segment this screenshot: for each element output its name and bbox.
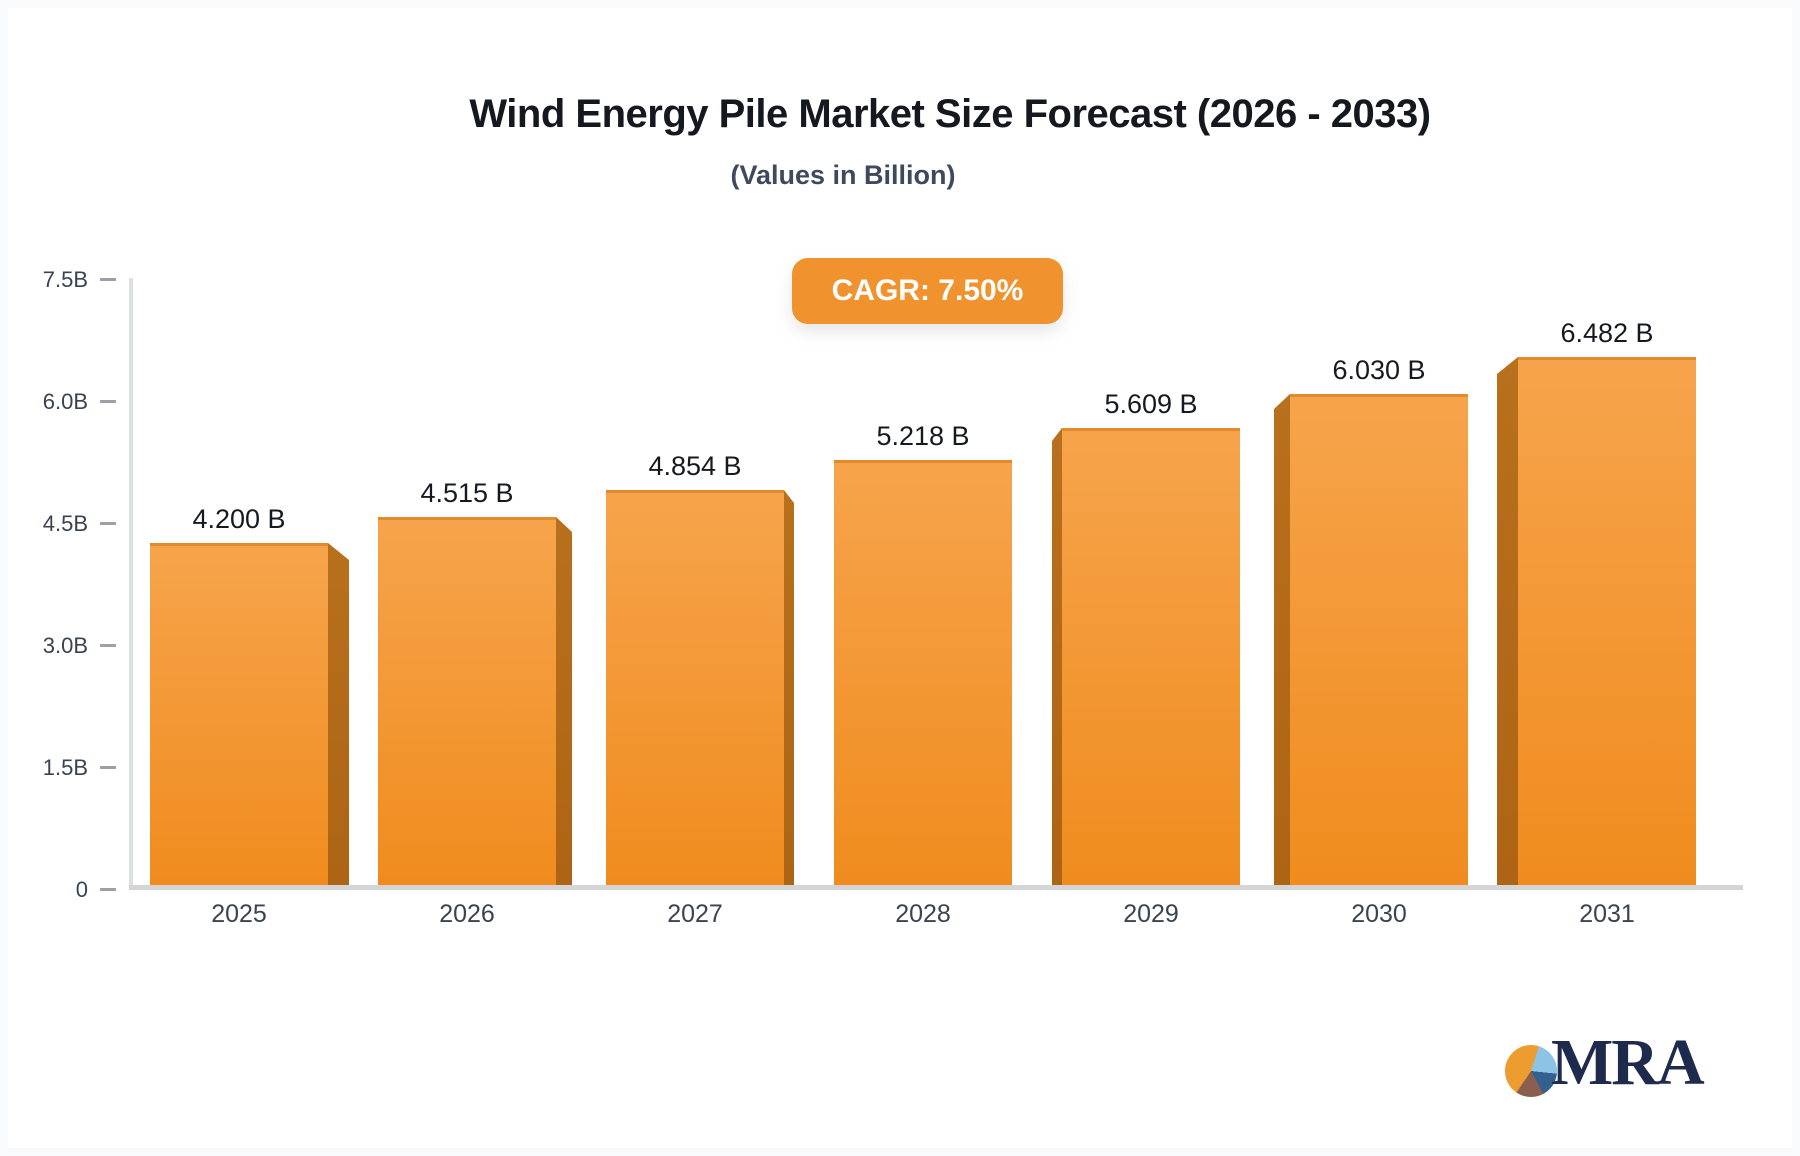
- x-axis-label: 2028: [895, 900, 951, 928]
- bar-side-face: [1497, 357, 1518, 885]
- bar-2026: [378, 517, 556, 885]
- bar-side-face: [1274, 394, 1290, 885]
- y-axis-line: [129, 278, 133, 885]
- bar-side-face: [556, 517, 572, 885]
- x-axis-label: 2025: [211, 900, 267, 928]
- y-tick-label: 0: [75, 877, 88, 902]
- bar-side-face: [784, 490, 794, 885]
- x-axis-label: 2029: [1123, 900, 1179, 928]
- bar-2028: [834, 460, 1012, 885]
- brand-text: MRA: [1551, 1026, 1705, 1099]
- bar-2030: [1290, 394, 1468, 885]
- y-tick-label: 3.0B: [42, 633, 88, 658]
- x-axis-label: 2031: [1579, 900, 1635, 928]
- y-tick-dash: [100, 888, 116, 891]
- y-tick-dash: [100, 400, 116, 403]
- bar-side-face: [328, 543, 349, 885]
- bar-value-label: 4.515 B: [420, 478, 514, 508]
- x-axis-label: 2027: [667, 900, 723, 928]
- bar-side-face: [1052, 428, 1062, 885]
- bar-value-label: 4.200 B: [192, 504, 286, 534]
- bar-value-label: 5.218 B: [876, 421, 970, 451]
- x-axis-label: 2030: [1351, 900, 1407, 928]
- y-tick-dash: [100, 522, 116, 525]
- bar-2029: [1062, 428, 1240, 885]
- y-tick-label: 4.5B: [42, 511, 88, 536]
- y-tick-dash: [100, 644, 116, 647]
- bar-2025: [150, 543, 328, 885]
- x-axis-label: 2026: [439, 900, 495, 928]
- chart-title: Wind Energy Pile Market Size Forecast (2…: [469, 92, 1431, 136]
- bar-value-label: 4.854 B: [648, 451, 742, 481]
- y-tick-label: 6.0B: [42, 389, 88, 414]
- bar-value-label: 6.030 B: [1332, 355, 1426, 385]
- cagr-badge: CAGR: 7.50%: [792, 258, 1063, 324]
- brand-logo: MRA: [1505, 1026, 1705, 1099]
- y-tick-label: 1.5B: [42, 755, 88, 780]
- y-tick-dash: [100, 766, 116, 769]
- bar-value-label: 6.482 B: [1560, 318, 1654, 348]
- y-tick-label: 7.5B: [42, 267, 88, 292]
- bar-value-label: 5.609 B: [1104, 389, 1198, 419]
- chart-subtitle: (Values in Billion): [730, 160, 956, 190]
- y-tick-dash: [100, 278, 116, 281]
- x-axis-line: [129, 885, 1743, 890]
- pie-chart-icon: [1505, 1045, 1557, 1097]
- bar-2027: [606, 490, 784, 885]
- bar-2031: [1518, 357, 1696, 885]
